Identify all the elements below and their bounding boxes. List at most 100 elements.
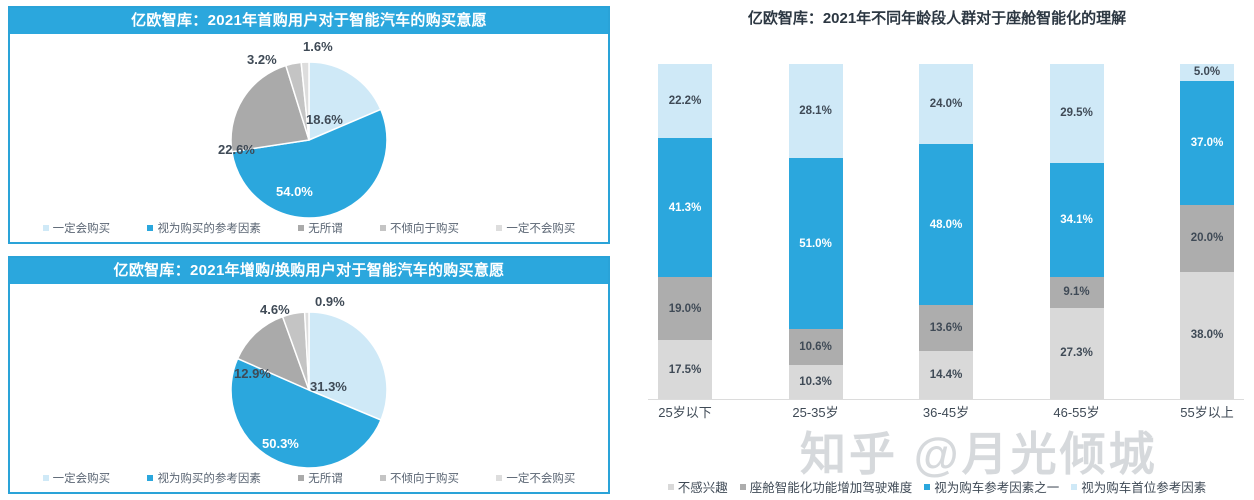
x-axis-labels: 25岁以下 25-35岁 36-45岁 46-55岁 55岁以上 bbox=[648, 402, 1244, 428]
bar-segment-label: 41.3% bbox=[668, 201, 702, 214]
bar-stack: 17.5% 19.0% 41.3% 22.2% bbox=[658, 64, 712, 399]
legend-label: 不倾向于购买 bbox=[390, 473, 460, 485]
pie-slice-label-2-2: 12.9% bbox=[234, 366, 271, 381]
bar-column: 38.0% 20.0% 37.0% 5.0% bbox=[1178, 64, 1236, 399]
bar-chart-plot-area: 17.5% 19.0% 41.3% 22.2% 10.3% 10.6% 51.0% 28.1%… bbox=[648, 40, 1244, 432]
pie-slice-label-2-1: 50.3% bbox=[262, 436, 299, 451]
bar-legend-item[interactable]: 视为购车参考因素之一 bbox=[924, 477, 1059, 496]
bar-segment[interactable]: 22.2% bbox=[658, 64, 712, 139]
pie-slice[interactable] bbox=[308, 311, 388, 422]
legend-item-1-2[interactable]: 无所谓 bbox=[298, 220, 343, 236]
bar-segment[interactable]: 13.6% bbox=[919, 305, 973, 351]
legend-item-2-2[interactable]: 无所谓 bbox=[298, 470, 343, 486]
pie-legend-1: 一定会购买 视为购买的参考因素 无所谓 不倾向于购买 一定不会购买 bbox=[10, 216, 608, 242]
pie-slice[interactable] bbox=[236, 315, 311, 392]
legend-label: 视为购车参考因素之一 bbox=[934, 481, 1060, 495]
pie-slice[interactable] bbox=[300, 61, 310, 141]
pie-slice-label-2-4: 0.9% bbox=[315, 294, 345, 309]
bar-segment-label: 20.0% bbox=[1190, 232, 1224, 245]
bar-segment[interactable]: 24.0% bbox=[919, 64, 973, 145]
legend-item-2-3[interactable]: 不倾向于购买 bbox=[380, 470, 459, 486]
bar-legend-item[interactable]: 不感兴趣 bbox=[667, 477, 728, 496]
bar-segment[interactable]: 27.3% bbox=[1049, 307, 1104, 399]
bar-segment[interactable]: 14.4% bbox=[919, 350, 973, 399]
legend-swatch-icon bbox=[380, 475, 387, 481]
legend-swatch-icon bbox=[380, 225, 387, 231]
bar-segment[interactable]: 41.3% bbox=[658, 138, 712, 277]
x-axis-label: 36-45岁 bbox=[922, 405, 970, 420]
pie-charts-column: 亿欧智库：2021年首购用户对于智能汽车的购买意愿 18.6% 54.0% 22… bbox=[0, 0, 620, 500]
pie-slice-label-1-4: 1.6% bbox=[303, 39, 333, 54]
bar-segment-label: 9.1% bbox=[1063, 286, 1090, 299]
bar-segment[interactable]: 48.0% bbox=[919, 144, 973, 306]
bar-segment-label: 17.5% bbox=[668, 363, 702, 376]
bar-segment[interactable]: 10.3% bbox=[788, 364, 843, 399]
legend-item-1-4[interactable]: 一定不会购买 bbox=[496, 220, 575, 236]
bar-segment[interactable]: 38.0% bbox=[1180, 271, 1234, 399]
legend-item-1-0[interactable]: 一定会购买 bbox=[42, 220, 111, 236]
legend-swatch-icon bbox=[1071, 483, 1078, 490]
pie-chart-2 bbox=[230, 311, 388, 469]
legend-item-2-4[interactable]: 一定不会购买 bbox=[496, 470, 575, 486]
bar-segment[interactable]: 34.1% bbox=[1049, 162, 1104, 278]
pie-slice[interactable] bbox=[230, 64, 310, 153]
bar-segment[interactable]: 10.6% bbox=[788, 329, 843, 365]
bar-segment-label: 10.6% bbox=[799, 340, 832, 353]
bar-group: 17.5% 19.0% 41.3% 22.2% 10.3% 10.6% 51.0% 28.1%… bbox=[648, 40, 1244, 399]
pie-slice[interactable] bbox=[231, 108, 388, 219]
x-axis-label: 25岁以下 bbox=[658, 405, 712, 420]
pie-slice[interactable] bbox=[303, 311, 310, 391]
legend-label: 不感兴趣 bbox=[677, 481, 728, 495]
pie-slice-label-1-1: 54.0% bbox=[276, 184, 313, 199]
bar-stack: 38.0% 20.0% 37.0% 5.0% bbox=[1180, 64, 1234, 399]
bar-segment[interactable]: 20.0% bbox=[1180, 204, 1234, 272]
pie-chart-1 bbox=[230, 61, 388, 219]
x-axis-label: 25-35岁 bbox=[792, 405, 839, 420]
legend-item-1-1[interactable]: 视为购买的参考因素 bbox=[147, 220, 261, 236]
bar-legend-item[interactable]: 座舱智能化功能增加驾驶难度 bbox=[739, 477, 912, 496]
legend-label: 一定不会购买 bbox=[506, 223, 576, 235]
legend-item-2-1[interactable]: 视为购买的参考因素 bbox=[147, 470, 261, 486]
bar-segment[interactable]: 9.1% bbox=[1049, 277, 1104, 308]
legend-swatch-icon bbox=[496, 225, 503, 231]
legend-label: 一定不会购买 bbox=[506, 473, 576, 485]
pie-slice[interactable] bbox=[230, 357, 382, 469]
legend-item-1-3[interactable]: 不倾向于购买 bbox=[380, 220, 459, 236]
bar-legend-item[interactable]: 视为购车首位参考因素 bbox=[1071, 477, 1206, 496]
bar-segment-label: 37.0% bbox=[1190, 136, 1224, 149]
legend-swatch-icon bbox=[496, 475, 503, 481]
bar-segment-label: 10.3% bbox=[799, 375, 832, 388]
x-axis-label: 46-55岁 bbox=[1053, 405, 1100, 420]
legend-item-2-0[interactable]: 一定会购买 bbox=[42, 470, 110, 486]
pie-slice-label-1-0: 18.6% bbox=[306, 112, 343, 127]
bar-column: 27.3% 9.1% 34.1% 29.5% bbox=[1048, 64, 1106, 399]
bar-column: 10.3% 10.6% 51.0% 28.1% bbox=[787, 64, 845, 399]
pie-wrap-1: 18.6% 54.0% 22.6% 3.2% 1.6% bbox=[10, 34, 608, 219]
bar-segment[interactable]: 17.5% bbox=[658, 340, 712, 399]
bar-chart-legend: 不感兴趣 座舱智能化功能增加驾驶难度 视为购车参考因素之一 视为购车首位参考因素 bbox=[620, 477, 1254, 496]
legend-label: 视为购买的参考因素 bbox=[157, 473, 261, 485]
bar-segment[interactable]: 51.0% bbox=[788, 158, 843, 329]
bar-segment-label: 14.4% bbox=[929, 368, 963, 381]
legend-label: 一定会购买 bbox=[52, 223, 111, 235]
bar-segment[interactable]: 5.0% bbox=[1180, 64, 1234, 81]
bar-segment[interactable]: 19.0% bbox=[658, 276, 712, 341]
bar-segment[interactable]: 29.5% bbox=[1049, 64, 1104, 163]
bar-segment[interactable]: 28.1% bbox=[788, 64, 843, 159]
bar-segment-label: 24.0% bbox=[929, 98, 963, 111]
bar-segment-label: 28.1% bbox=[799, 105, 832, 118]
x-axis-label: 55岁以上 bbox=[1180, 405, 1234, 420]
bar-segment-label: 29.5% bbox=[1060, 107, 1093, 120]
pie-legend-2: 一定会购买 视为购买的参考因素 无所谓 不倾向于购买 一定不会购买 bbox=[10, 466, 608, 492]
bar-segment[interactable]: 37.0% bbox=[1180, 80, 1234, 205]
bar-segment-label: 51.0% bbox=[799, 237, 832, 250]
bar-segment-label: 38.0% bbox=[1190, 329, 1224, 342]
pie-wrap-2: 31.3% 50.3% 12.9% 4.6% 0.9% bbox=[10, 284, 608, 469]
bar-segment-label: 13.6% bbox=[929, 321, 963, 334]
legend-swatch-icon bbox=[924, 483, 931, 490]
pie-plot-area-1: 18.6% 54.0% 22.6% 3.2% 1.6% bbox=[10, 34, 608, 219]
bar-segment-label: 48.0% bbox=[929, 218, 963, 231]
pie-slice-label-1-2: 22.6% bbox=[218, 142, 255, 157]
pie-slice[interactable] bbox=[308, 61, 382, 142]
